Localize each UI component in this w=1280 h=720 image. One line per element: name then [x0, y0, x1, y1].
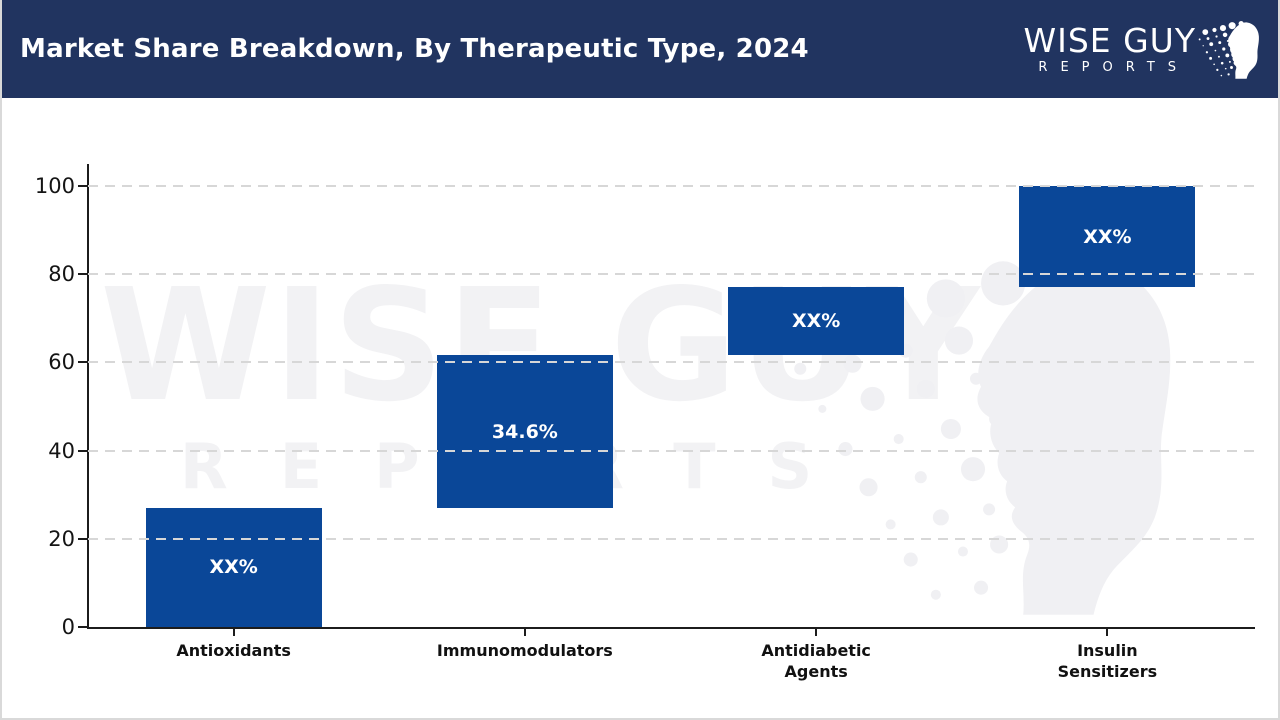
y-tick-label: 60 — [48, 350, 75, 375]
header-bar: Market Share Breakdown, By Therapeutic T… — [0, 0, 1280, 98]
y-tick-label: 20 — [48, 526, 75, 551]
y-tick-label: 40 — [48, 438, 75, 463]
brand-subtitle: REPORTS — [1038, 60, 1190, 75]
y-tick-mark — [78, 273, 87, 276]
bar — [728, 287, 905, 356]
y-tick-label: 100 — [34, 174, 75, 199]
bar-value-label: XX% — [1083, 225, 1132, 248]
chart-title: Market Share Breakdown, By Therapeutic T… — [20, 34, 809, 64]
x-axis-line — [87, 627, 1255, 629]
x-category-label: Immunomodulators — [436, 641, 613, 660]
bar — [436, 355, 613, 508]
brand-logo: WISE GUY REPORTS — [1023, 6, 1264, 92]
brand-face-icon — [1198, 21, 1259, 79]
x-tick-mark — [523, 629, 526, 636]
gridline — [88, 273, 1261, 276]
gridline — [88, 449, 1261, 452]
y-tick-label: 0 — [61, 615, 75, 639]
bar-value-label: XX% — [209, 556, 258, 579]
bar-value-label: XX% — [791, 310, 841, 333]
y-tick-mark — [78, 449, 87, 452]
bar — [145, 507, 322, 627]
gridline — [88, 361, 1261, 364]
y-tick-mark — [78, 361, 87, 364]
y-tick-mark — [78, 537, 87, 540]
x-category-label: Insulin Sensitizers — [1057, 641, 1158, 681]
bar-value-label: 34.6% — [491, 420, 558, 443]
bar — [1019, 186, 1196, 288]
x-category-label: Antioxidants — [176, 641, 291, 660]
x-tick-mark — [1106, 629, 1109, 636]
y-tick-label: 80 — [48, 262, 75, 287]
x-tick-mark — [232, 629, 235, 636]
brand-name: WISE GUY — [1023, 21, 1196, 60]
y-tick-mark — [78, 626, 87, 628]
gridline — [88, 537, 1261, 540]
gridline — [88, 185, 1261, 188]
x-category-label: Antidiabetic Agents — [761, 641, 871, 681]
y-tick-mark — [78, 185, 87, 188]
y-axis-line — [87, 164, 89, 629]
x-tick-mark — [815, 629, 818, 636]
